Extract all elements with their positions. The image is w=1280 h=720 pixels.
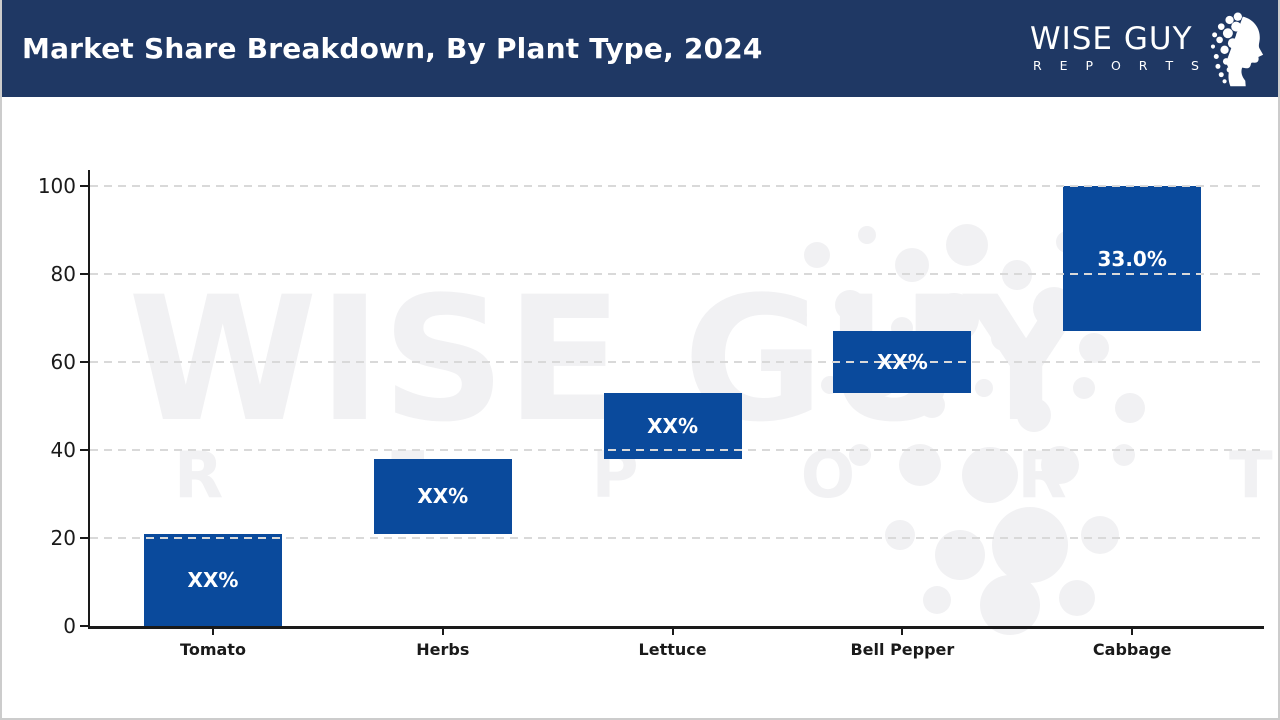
y-tick-20 <box>80 537 90 539</box>
bar-value-label-cabbage: 33.0% <box>1097 246 1167 271</box>
y-tick-label-40: 40 <box>50 438 76 462</box>
x-tick-tomato <box>212 626 214 635</box>
y-tick-label-100: 100 <box>37 174 76 198</box>
x-tick-bell-pepper <box>901 626 904 635</box>
y-tick-label-60: 60 <box>50 350 76 374</box>
header: Market Share Breakdown, By Plant Type, 2… <box>2 0 1278 97</box>
page-title: Market Share Breakdown, By Plant Type, 2… <box>22 32 763 65</box>
x-tick-label-herbs: Herbs <box>416 640 470 659</box>
x-tick-label-tomato: Tomato <box>180 640 246 659</box>
logo-wordmark: WISE GUY <box>1029 21 1193 58</box>
x-axis <box>88 626 1264 629</box>
y-tick-100 <box>80 185 90 187</box>
x-tick-label-bell-pepper: Bell Pepper <box>850 640 955 659</box>
bar-value-label-lettuce: XX% <box>647 413 699 438</box>
bar-value-label-herbs: XX% <box>417 484 469 509</box>
gridline-100 <box>90 185 1264 187</box>
y-tick-60 <box>80 361 90 363</box>
x-tick-herbs <box>441 626 444 635</box>
x-tick-label-cabbage: Cabbage <box>1092 640 1172 659</box>
bar-tomato <box>144 533 282 626</box>
bar-lettuce <box>603 392 742 459</box>
bar-value-label-tomato: XX% <box>187 567 239 592</box>
gridline-60 <box>90 361 1264 363</box>
y-tick-80 <box>80 273 90 275</box>
logo-reports-label: R E P O R T S <box>1032 58 1206 74</box>
y-tick-0 <box>80 625 90 627</box>
gridline-40 <box>90 449 1264 451</box>
bar-value-label-bell-pepper: XX% <box>876 350 928 374</box>
y-tick-label-20: 20 <box>50 526 76 550</box>
x-tick-lettuce <box>671 626 674 635</box>
y-axis <box>88 170 90 629</box>
x-tick-label-lettuce: Lettuce <box>638 640 707 659</box>
y-tick-label-0: 0 <box>63 614 76 638</box>
bar-herbs <box>373 458 512 534</box>
y-tick-40 <box>80 449 90 451</box>
x-tick-cabbage <box>1131 626 1134 635</box>
logo-head-icon <box>1210 12 1264 86</box>
logo-text: WISE GUY R E P O R T S <box>1030 24 1206 73</box>
gridline-80 <box>90 273 1264 275</box>
y-tick-label-80: 80 <box>50 262 76 286</box>
wiseguy-logo: WISE GUY R E P O R T S <box>1030 8 1266 90</box>
gridline-20 <box>90 537 1264 539</box>
